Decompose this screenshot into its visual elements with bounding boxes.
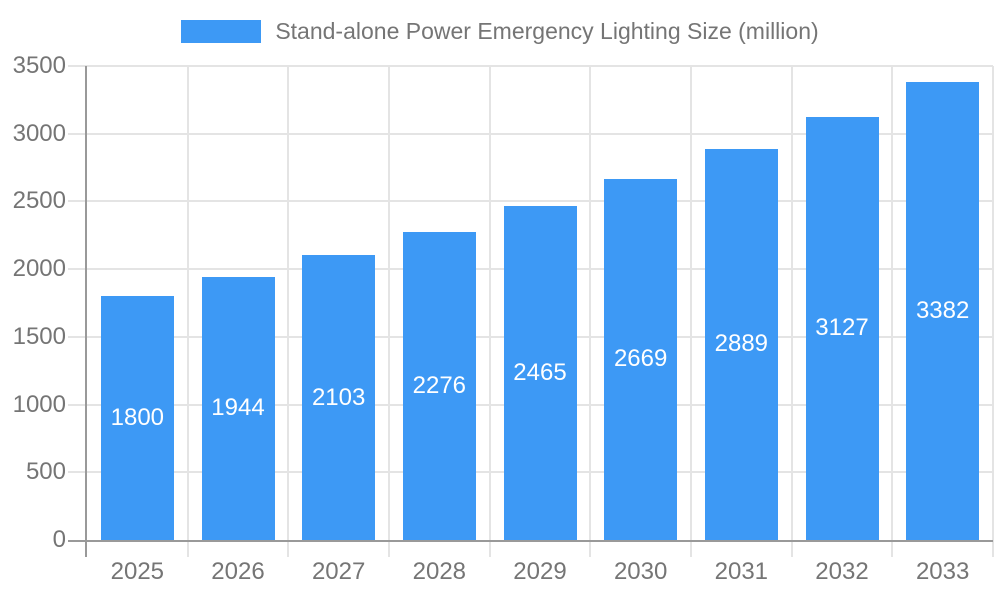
x-axis-tick-label: 2029 (513, 558, 567, 585)
bar-value-label: 2465 (513, 359, 567, 387)
x-axis-tick-label: 2030 (613, 558, 668, 585)
x-axis-tick-label: 2028 (412, 558, 467, 585)
y-axis-tick-label: 500 (25, 458, 66, 486)
y-axis-tick-label: 2500 (12, 187, 66, 215)
y-gridline (68, 65, 993, 67)
y-axis-tick-label: 3500 (12, 52, 66, 79)
x-axis-tick-label: 2025 (110, 558, 165, 585)
x-axis-tick-label: 2032 (815, 558, 869, 585)
chart-legend[interactable]: Stand-alone Power Emergency Lighting Siz… (0, 18, 1000, 45)
bar[interactable]: 3382 (906, 81, 980, 540)
bar[interactable]: 1944 (201, 276, 275, 540)
y-axis-tick-label: 1000 (12, 390, 66, 418)
x-axis-line (68, 540, 993, 542)
x-axis-tick-label: 2027 (311, 558, 366, 585)
y-gridline (68, 132, 993, 135)
y-axis-tick-label: 2000 (12, 255, 66, 283)
x-gridline (287, 66, 290, 557)
plot-area: 0 500 1000 1500 2000 2500 3000 3500 1800 2025 1944… (13, 53, 994, 585)
bar[interactable]: 1800 (100, 296, 174, 540)
x-axis-tick-label: 2033 (915, 558, 970, 585)
bar[interactable]: 2276 (402, 231, 476, 540)
bar[interactable]: 2669 (604, 178, 678, 540)
y-axis-line (85, 66, 87, 557)
bar-value-label: 3382 (915, 297, 970, 324)
x-gridline (589, 66, 592, 557)
x-gridline (388, 66, 390, 557)
legend-swatch (181, 20, 262, 43)
x-gridline (690, 66, 692, 557)
bar[interactable]: 2103 (302, 255, 376, 540)
x-gridline (186, 66, 189, 557)
bar[interactable]: 3127 (805, 116, 879, 540)
legend-label: Stand-alone Power Emergency Lighting Siz… (275, 18, 819, 44)
x-gridline (891, 66, 894, 557)
bar[interactable]: 2889 (704, 148, 778, 540)
y-axis-tick-label: 3000 (12, 119, 66, 147)
bar-value-label: 2889 (714, 330, 769, 358)
bar-value-label: 2103 (311, 383, 366, 411)
x-axis-tick-label: 2031 (714, 558, 769, 585)
x-gridline (992, 66, 994, 557)
bar-value-label: 2276 (412, 371, 467, 399)
x-axis-tick-label: 2026 (211, 558, 265, 585)
x-gridline (790, 66, 793, 557)
bar-value-label: 1944 (211, 394, 265, 422)
x-gridline (488, 66, 491, 557)
bar[interactable]: 2465 (503, 206, 577, 540)
bar-value-label: 3127 (815, 314, 869, 342)
bar-value-label: 1800 (110, 404, 165, 432)
bar-value-label: 2669 (613, 345, 668, 373)
y-axis-tick-label: 0 (52, 526, 66, 553)
y-gridline (68, 200, 993, 203)
y-axis-tick-label: 1500 (12, 322, 66, 350)
